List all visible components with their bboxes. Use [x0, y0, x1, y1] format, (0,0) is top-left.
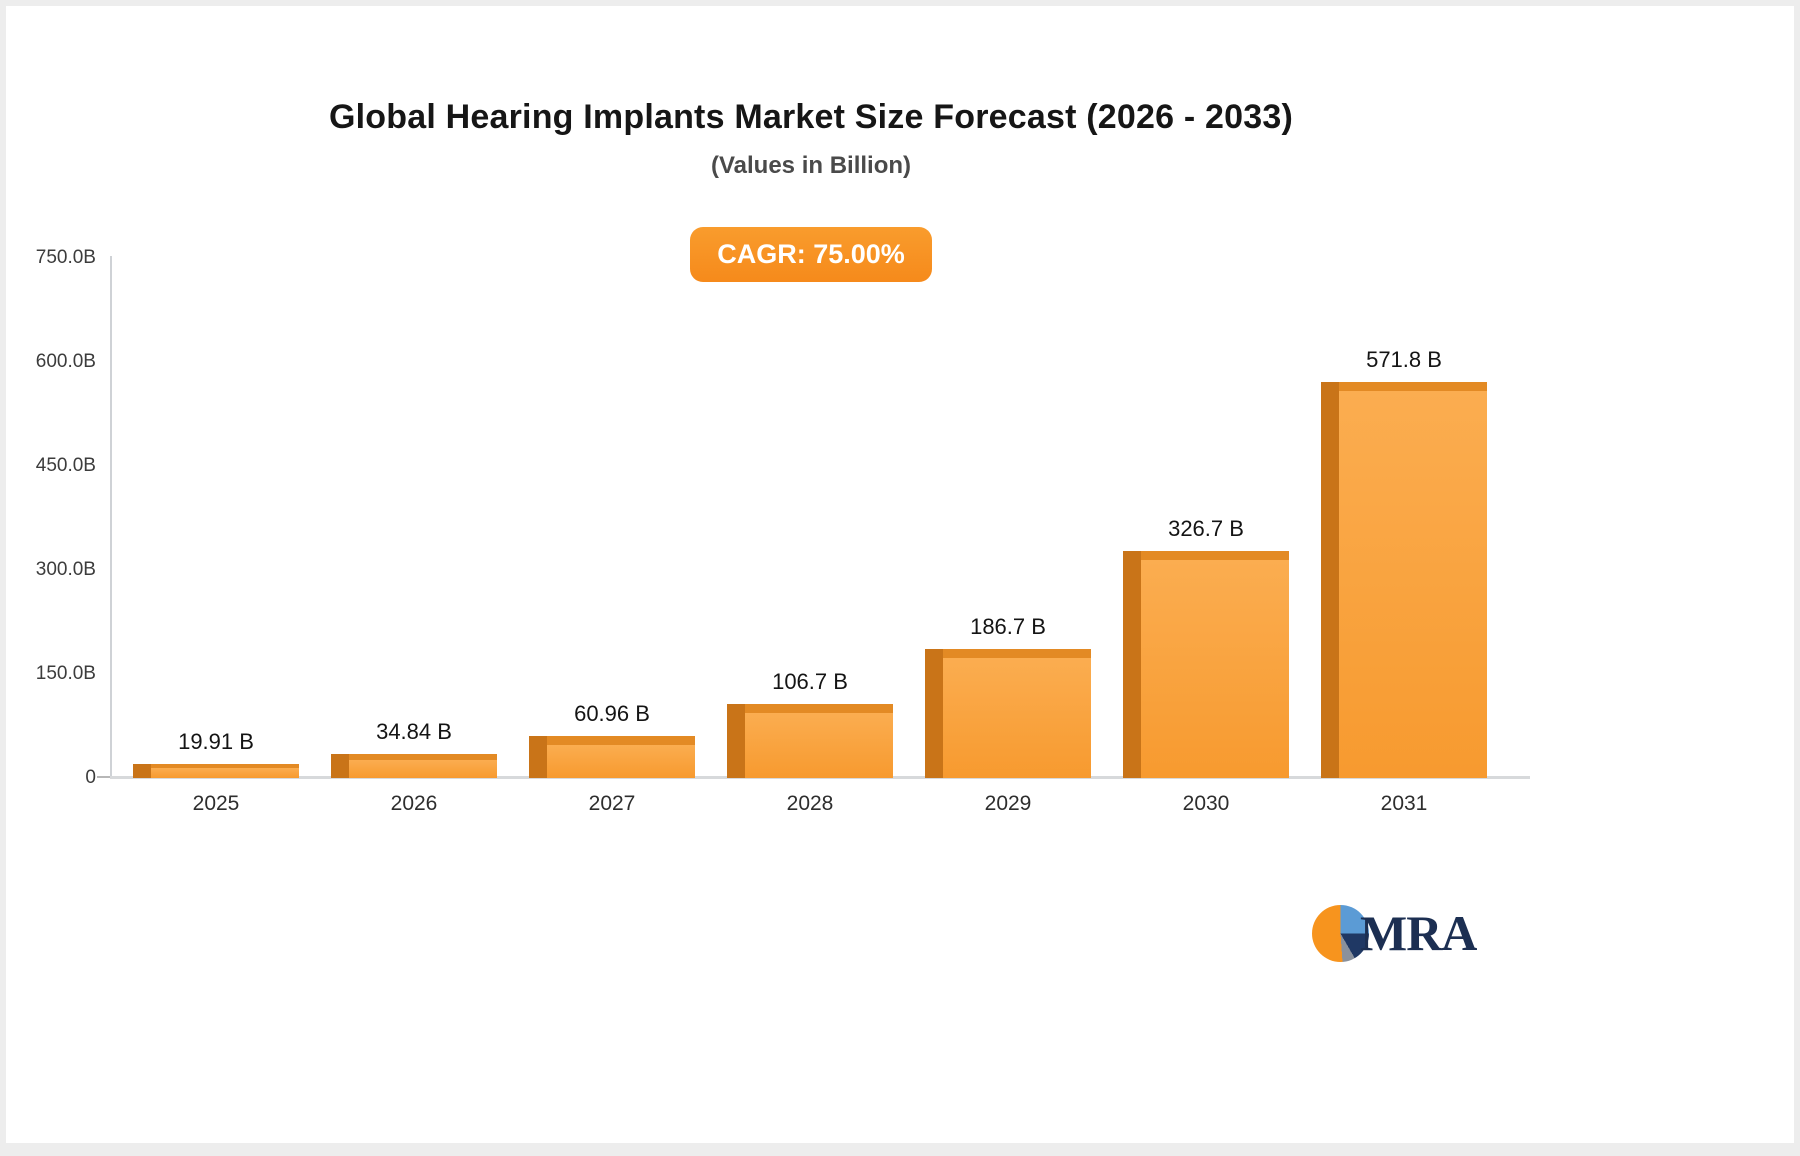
chart-card: Global Hearing Implants Market Size Fore… [6, 6, 1794, 1143]
bar-2028 [727, 704, 893, 778]
bar-side-face [331, 753, 349, 778]
y-axis-tick-label: 450.0B [35, 455, 96, 476]
bar-chart-plot-area: 19.91 B 34.84 B 60.96 B 106.7 B 186.7 B 326.7… [6, 6, 1794, 1143]
y-axis-tick-label: 600.0B [35, 351, 96, 372]
y-axis-tick-label: 750.0B [35, 247, 96, 268]
bar-front-face [349, 759, 497, 778]
mra-logo-pie-icon [1312, 905, 1369, 962]
bar-2029 [925, 648, 1091, 778]
bar-top-face [151, 764, 299, 768]
bar-2026 [331, 753, 497, 778]
cagr-badge-row: CAGR: 75.00% [6, 227, 1616, 282]
y-axis-labels: 0 150.0B 300.0B 450.0B 600.0B 750.0B [6, 6, 96, 1143]
bar-top-face [1141, 551, 1289, 561]
bar-front-face [151, 767, 299, 778]
bar-side-face [133, 764, 151, 778]
x-axis-tick-label: 2029 [984, 792, 1032, 815]
chart-subtitle: (Values in Billion) [710, 152, 912, 179]
bar-front-face [1141, 560, 1289, 778]
x-axis-tick-label: 2028 [786, 792, 834, 815]
y-axis-tick-label: 300.0B [35, 559, 96, 580]
bar-top-face [1339, 381, 1487, 391]
x-axis-tick-label: 2030 [1182, 792, 1230, 815]
bar-top-face [943, 648, 1091, 658]
bar-value-label: 60.96 B [574, 700, 650, 726]
bar-side-face [1123, 551, 1141, 778]
bar-value-label: 34.84 B [376, 718, 452, 744]
x-axis-tick-label: 2026 [390, 792, 438, 815]
x-axis-tick-label: 2025 [192, 792, 240, 815]
bar-2025 [133, 764, 299, 778]
zero-tick-mark [97, 776, 110, 778]
bar-side-face [727, 704, 745, 778]
bar-value-label: 571.8 B [1366, 346, 1442, 372]
bar-front-face [547, 744, 695, 778]
bar-value-label: 186.7 B [970, 613, 1046, 639]
mra-logo: MRA [1312, 905, 1477, 962]
bar-2027 [529, 735, 695, 778]
y-axis-line [110, 256, 112, 778]
bar-front-face [1339, 390, 1487, 778]
bar-value-label: 106.7 B [772, 669, 848, 695]
y-axis-tick-label: 150.0B [35, 663, 96, 684]
y-axis-tick-label: 0 [85, 767, 96, 788]
bar-side-face [925, 648, 943, 778]
bar-front-face [745, 713, 893, 778]
bar-top-face [745, 704, 893, 714]
bar-side-face [529, 735, 547, 778]
bar-2030 [1123, 551, 1289, 778]
bar-2031 [1321, 381, 1487, 778]
mra-logo-text: MRA [1360, 905, 1477, 961]
cagr-badge: CAGR: 75.00% [690, 227, 932, 282]
x-axis-tick-label: 2031 [1380, 792, 1428, 815]
bar-top-face [547, 735, 695, 745]
bar-side-face [1321, 381, 1339, 778]
x-axis-tick-label: 2027 [588, 792, 636, 815]
bar-front-face [943, 657, 1091, 778]
bar-value-label: 19.91 B [178, 729, 254, 755]
bar-value-label: 326.7 B [1168, 516, 1244, 542]
chart-title: Global Hearing Implants Market Size Fore… [329, 98, 1293, 136]
bar-top-face [349, 753, 497, 760]
